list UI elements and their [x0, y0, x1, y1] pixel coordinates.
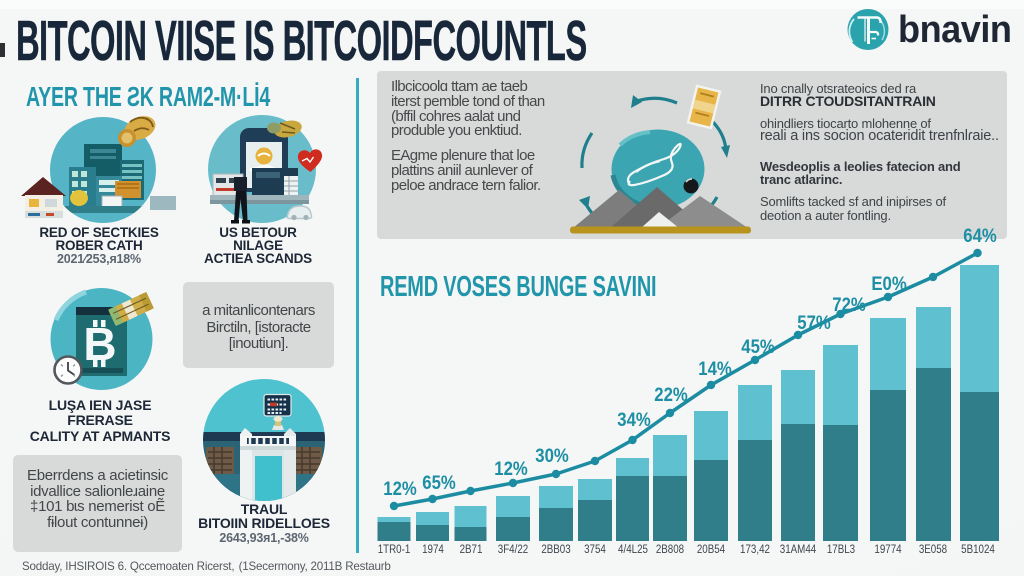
svg-text:B: B	[83, 318, 116, 370]
